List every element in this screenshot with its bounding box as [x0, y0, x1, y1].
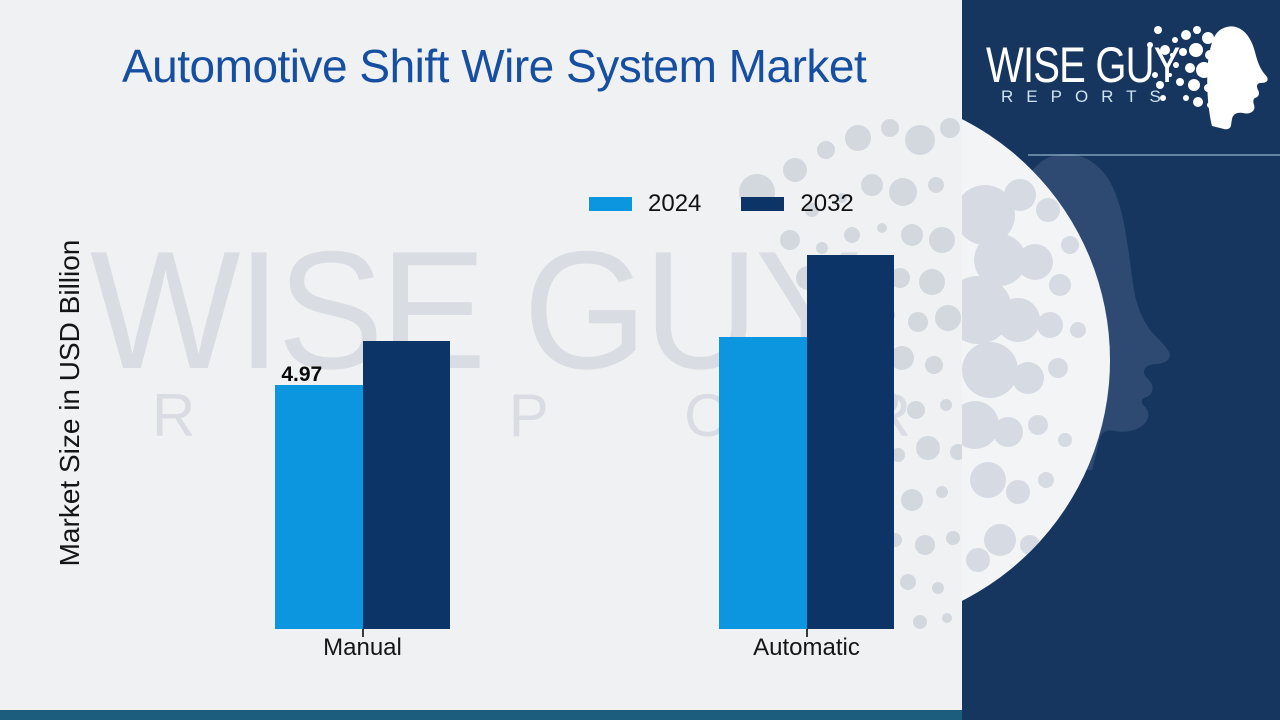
- bar-automatic-2032: [806, 255, 894, 629]
- legend-item-2024: 2024: [589, 190, 701, 218]
- category-label-automatic: Automatic: [753, 634, 860, 661]
- bar-manual-2032: [362, 341, 450, 629]
- legend-swatch-2024: [589, 197, 632, 211]
- bottom-strip: [0, 710, 962, 720]
- bar-value-label: 4.97: [281, 363, 323, 386]
- x-axis-tick: [805, 629, 808, 637]
- legend-label-2032: 2032: [800, 190, 854, 217]
- page-title: Automotive Shift Wire System Market: [122, 40, 867, 92]
- legend-label-2024: 2024: [648, 190, 702, 217]
- logo-reports-text: REPORTS: [1001, 87, 1174, 106]
- chart-area: Automotive Shift Wire System Market Mark…: [54, 40, 894, 661]
- bar-automatic-2024: [719, 337, 807, 629]
- y-axis-label: Market Size in USD Billion: [54, 239, 85, 567]
- logo-wiseguy-text: WISE GUY: [986, 37, 1180, 93]
- legend-swatch-2032: [741, 197, 785, 211]
- legend-item-2032: 2032: [741, 190, 854, 218]
- legend: 2024 2032: [589, 190, 854, 218]
- logo-divider-line: [1028, 154, 1280, 156]
- logo-head-icon: [1147, 26, 1268, 130]
- category-label-manual: Manual: [323, 634, 402, 661]
- x-axis-tick: [361, 629, 364, 637]
- bar-manual-2024: [275, 385, 363, 629]
